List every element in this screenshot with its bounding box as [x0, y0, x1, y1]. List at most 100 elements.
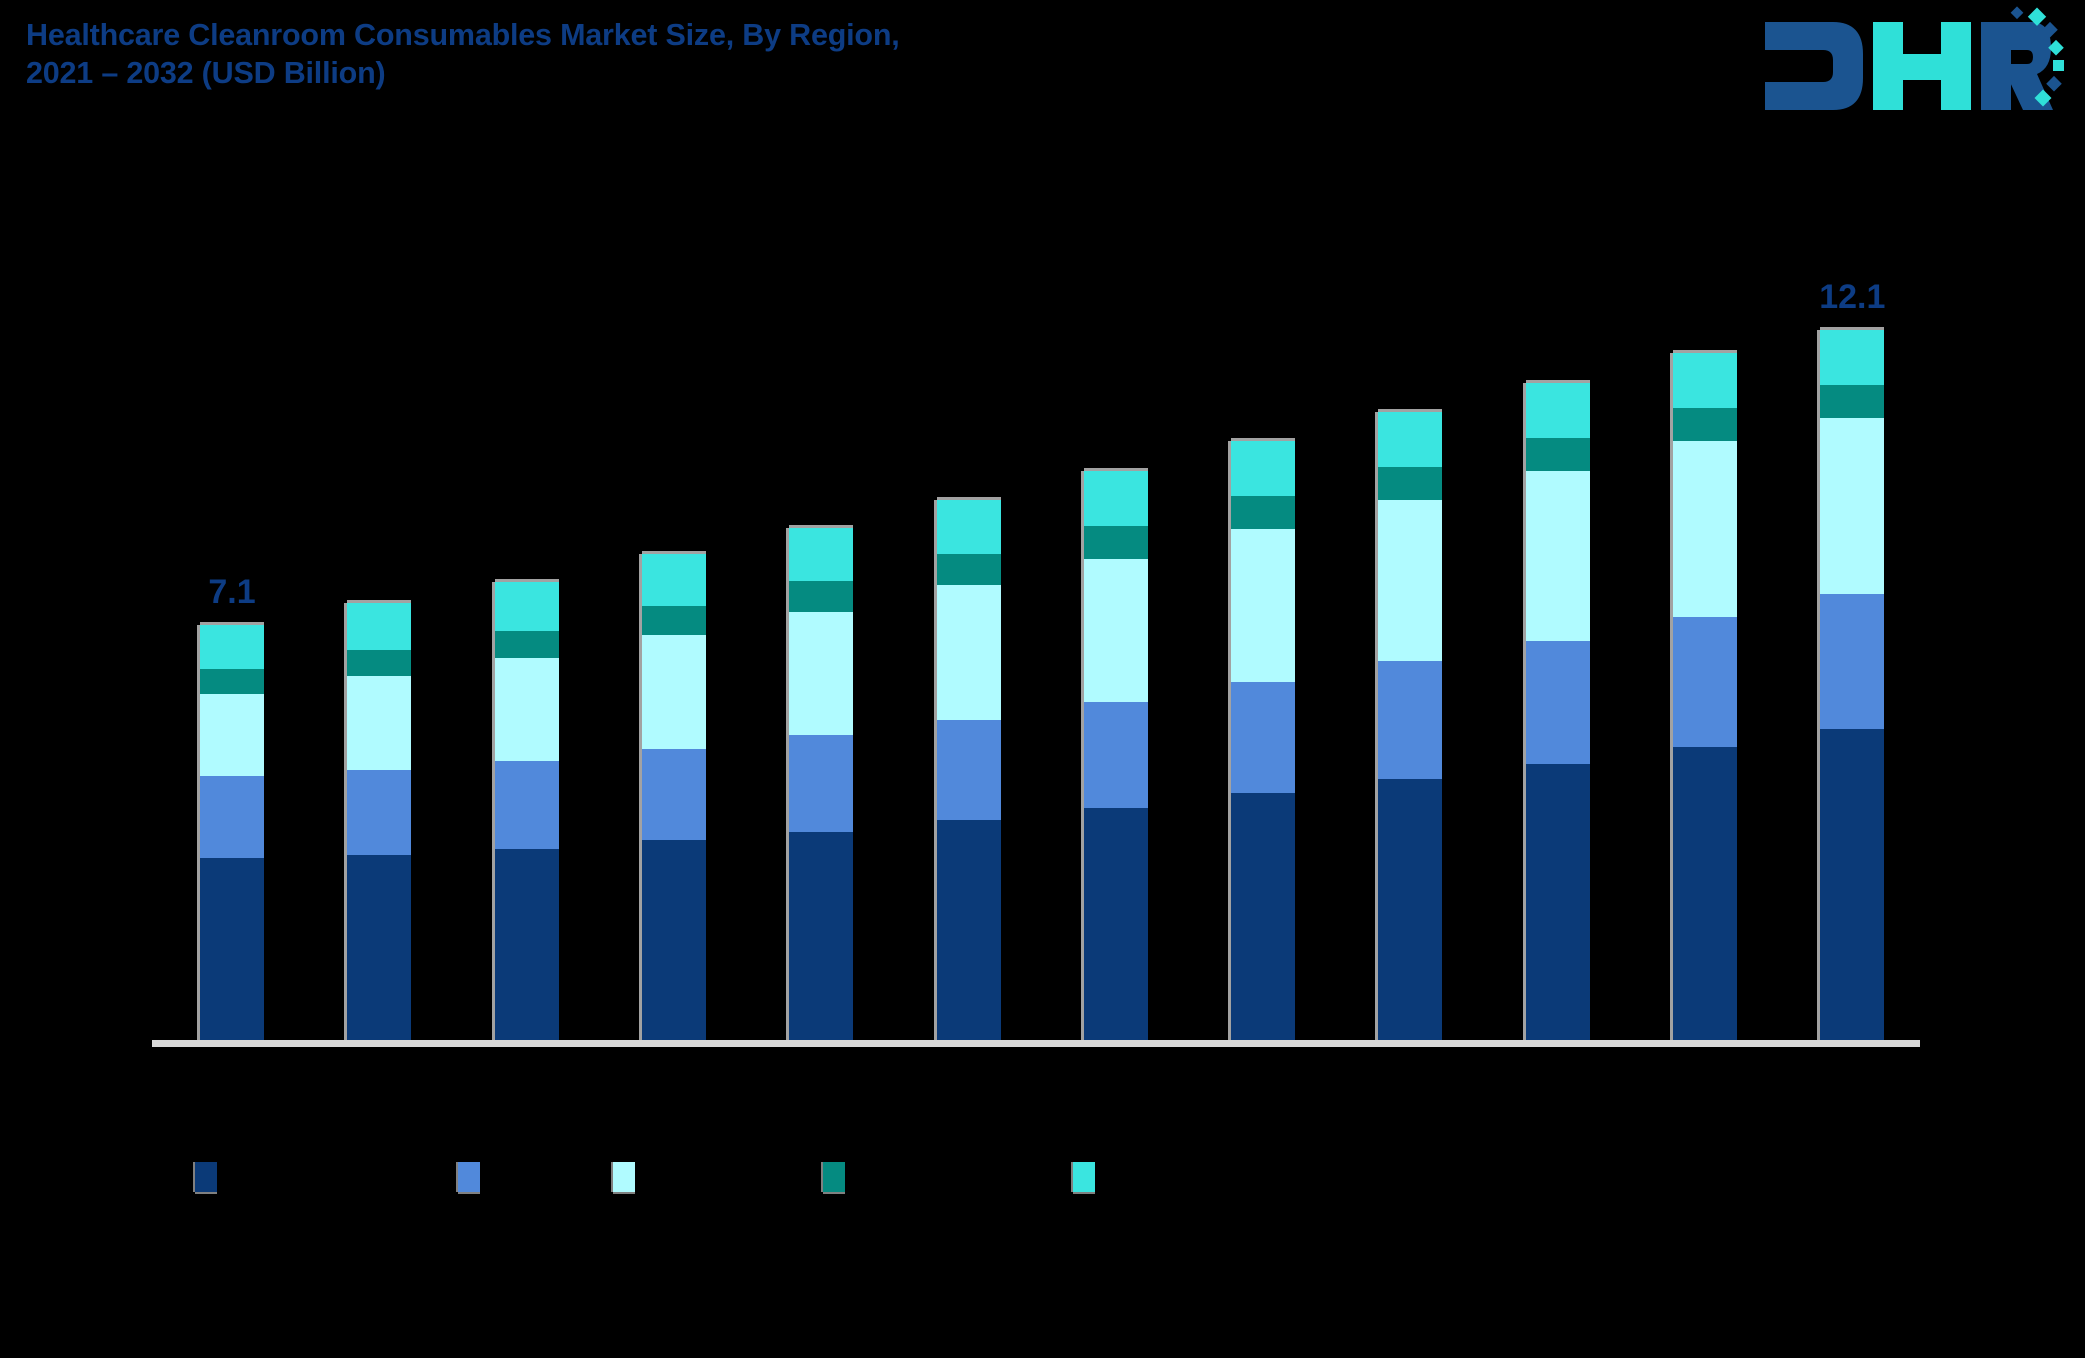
bar-segment[interactable] [936, 720, 1001, 820]
legend-label: Asia Pacific [645, 1164, 759, 1189]
bar-segment[interactable] [1525, 764, 1590, 1040]
legend-item[interactable]: MEA [1073, 1162, 1153, 1192]
legend-label: MEA [1105, 1164, 1153, 1189]
legend-swatch-icon [458, 1162, 480, 1192]
bar-segment[interactable] [936, 819, 1001, 1040]
legend-swatch-icon [195, 1162, 217, 1192]
bar-column[interactable] [1673, 353, 1737, 1040]
bar-segment[interactable] [200, 775, 264, 859]
page-title: Healthcare Cleanroom Consumables Market … [26, 16, 1646, 92]
bar-segment[interactable] [1378, 778, 1443, 1040]
bar-segment[interactable] [200, 693, 264, 776]
bar-segment[interactable] [641, 840, 706, 1040]
legend-item[interactable]: Latin America [823, 1162, 988, 1192]
bar-segment[interactable] [1820, 329, 1885, 385]
title-line-2: 2021 – 2032 (USD Billion) [26, 56, 386, 90]
bar-column[interactable] [347, 602, 412, 1040]
bar-segment[interactable] [936, 585, 1001, 721]
dhr-logo [1745, 6, 2065, 126]
title-line-1: Healthcare Cleanroom Consumables Market … [26, 18, 900, 52]
bar-column[interactable] [1525, 382, 1590, 1040]
bar-segment[interactable] [1378, 411, 1443, 468]
bar-segment[interactable] [641, 634, 706, 750]
legend-swatch-icon [1073, 1162, 1095, 1192]
bar-segment[interactable] [347, 602, 412, 650]
bar-column[interactable] [789, 528, 854, 1040]
chart-legend: North America Europe Asia Pacific Latin Ame… [0, 1162, 2085, 1202]
legend-swatch-icon [823, 1162, 845, 1192]
bar-segment[interactable] [494, 630, 559, 659]
bar-segment[interactable] [1083, 526, 1148, 559]
bar-column[interactable] [936, 499, 1001, 1040]
bar-segment[interactable] [1231, 529, 1296, 682]
bar-segment[interactable] [1820, 593, 1885, 729]
bar-segment[interactable] [1231, 681, 1296, 794]
bar-segment[interactable] [936, 499, 1001, 554]
bar-column[interactable] [1378, 411, 1443, 1040]
logo-letter-d-icon [1765, 22, 1863, 110]
bar-segment[interactable] [494, 761, 559, 850]
bar-segment[interactable] [789, 734, 854, 832]
bar-column[interactable] [1083, 471, 1148, 1040]
bar-segment[interactable] [200, 625, 264, 670]
bar-segment[interactable] [1525, 382, 1590, 438]
bar-segment[interactable] [789, 528, 854, 581]
bar-segment[interactable] [641, 749, 706, 841]
bar-segment[interactable] [1820, 728, 1885, 1040]
bar-segment[interactable] [1378, 467, 1443, 500]
bar-segment[interactable] [1673, 746, 1737, 1040]
bar-segment[interactable] [1525, 470, 1590, 641]
bar-segment[interactable] [1673, 441, 1737, 618]
bar-segment[interactable] [347, 676, 412, 770]
bar-segment[interactable] [1231, 496, 1296, 530]
bar-segment[interactable] [936, 553, 1001, 586]
bar-segment[interactable] [789, 831, 854, 1040]
bar-value-label: 12.1 [1819, 277, 1886, 316]
legend-label: Europe [490, 1164, 561, 1189]
bar-segment[interactable] [641, 605, 706, 635]
bar-segment[interactable] [641, 554, 706, 606]
bar-segment[interactable] [1378, 499, 1443, 662]
x-axis-baseline [152, 1040, 1920, 1047]
bar-segment[interactable] [494, 582, 559, 631]
bar-segment[interactable] [200, 858, 264, 1040]
bar-column[interactable] [1231, 441, 1296, 1040]
bar-segment[interactable] [200, 669, 264, 694]
legend-swatch-icon [613, 1162, 635, 1192]
bar-segment[interactable] [1378, 661, 1443, 779]
bar-column[interactable] [641, 554, 706, 1040]
bar-column[interactable] [200, 625, 264, 1040]
bar-segment[interactable] [1673, 617, 1737, 747]
bar-segment[interactable] [1525, 437, 1590, 471]
bar-segment[interactable] [1820, 384, 1885, 418]
bar-segment[interactable] [1820, 417, 1885, 594]
bar-segment[interactable] [347, 855, 412, 1040]
bar-segment[interactable] [347, 649, 412, 677]
bar-segment[interactable] [494, 658, 559, 762]
bar-segment[interactable] [1231, 441, 1296, 497]
bar-segment[interactable] [789, 581, 854, 612]
legend-label: North America [227, 1164, 367, 1189]
bar-value-label: 7.1 [208, 572, 256, 611]
bar-column[interactable] [494, 582, 559, 1040]
bar-segment[interactable] [1673, 408, 1737, 442]
legend-label: Latin America [855, 1164, 989, 1189]
bar-segment[interactable] [1525, 640, 1590, 765]
bar-segment[interactable] [1673, 353, 1737, 409]
bar-column[interactable] [1820, 329, 1885, 1040]
bar-segment[interactable] [1083, 471, 1148, 527]
logo-letter-r-icon [1981, 22, 2053, 110]
bar-segment[interactable] [1083, 808, 1148, 1040]
bar-segment[interactable] [494, 849, 559, 1040]
dhr-logo-svg [1765, 6, 2064, 110]
legend-item[interactable]: Asia Pacific [613, 1162, 759, 1192]
bar-segment[interactable] [1231, 793, 1296, 1040]
bar-segment[interactable] [347, 770, 412, 856]
legend-item[interactable]: Europe [458, 1162, 561, 1192]
legend-item[interactable]: North America [195, 1162, 366, 1192]
bar-segment[interactable] [789, 611, 854, 735]
bar-segment[interactable] [1083, 702, 1148, 809]
bar-segment[interactable] [1083, 558, 1148, 703]
